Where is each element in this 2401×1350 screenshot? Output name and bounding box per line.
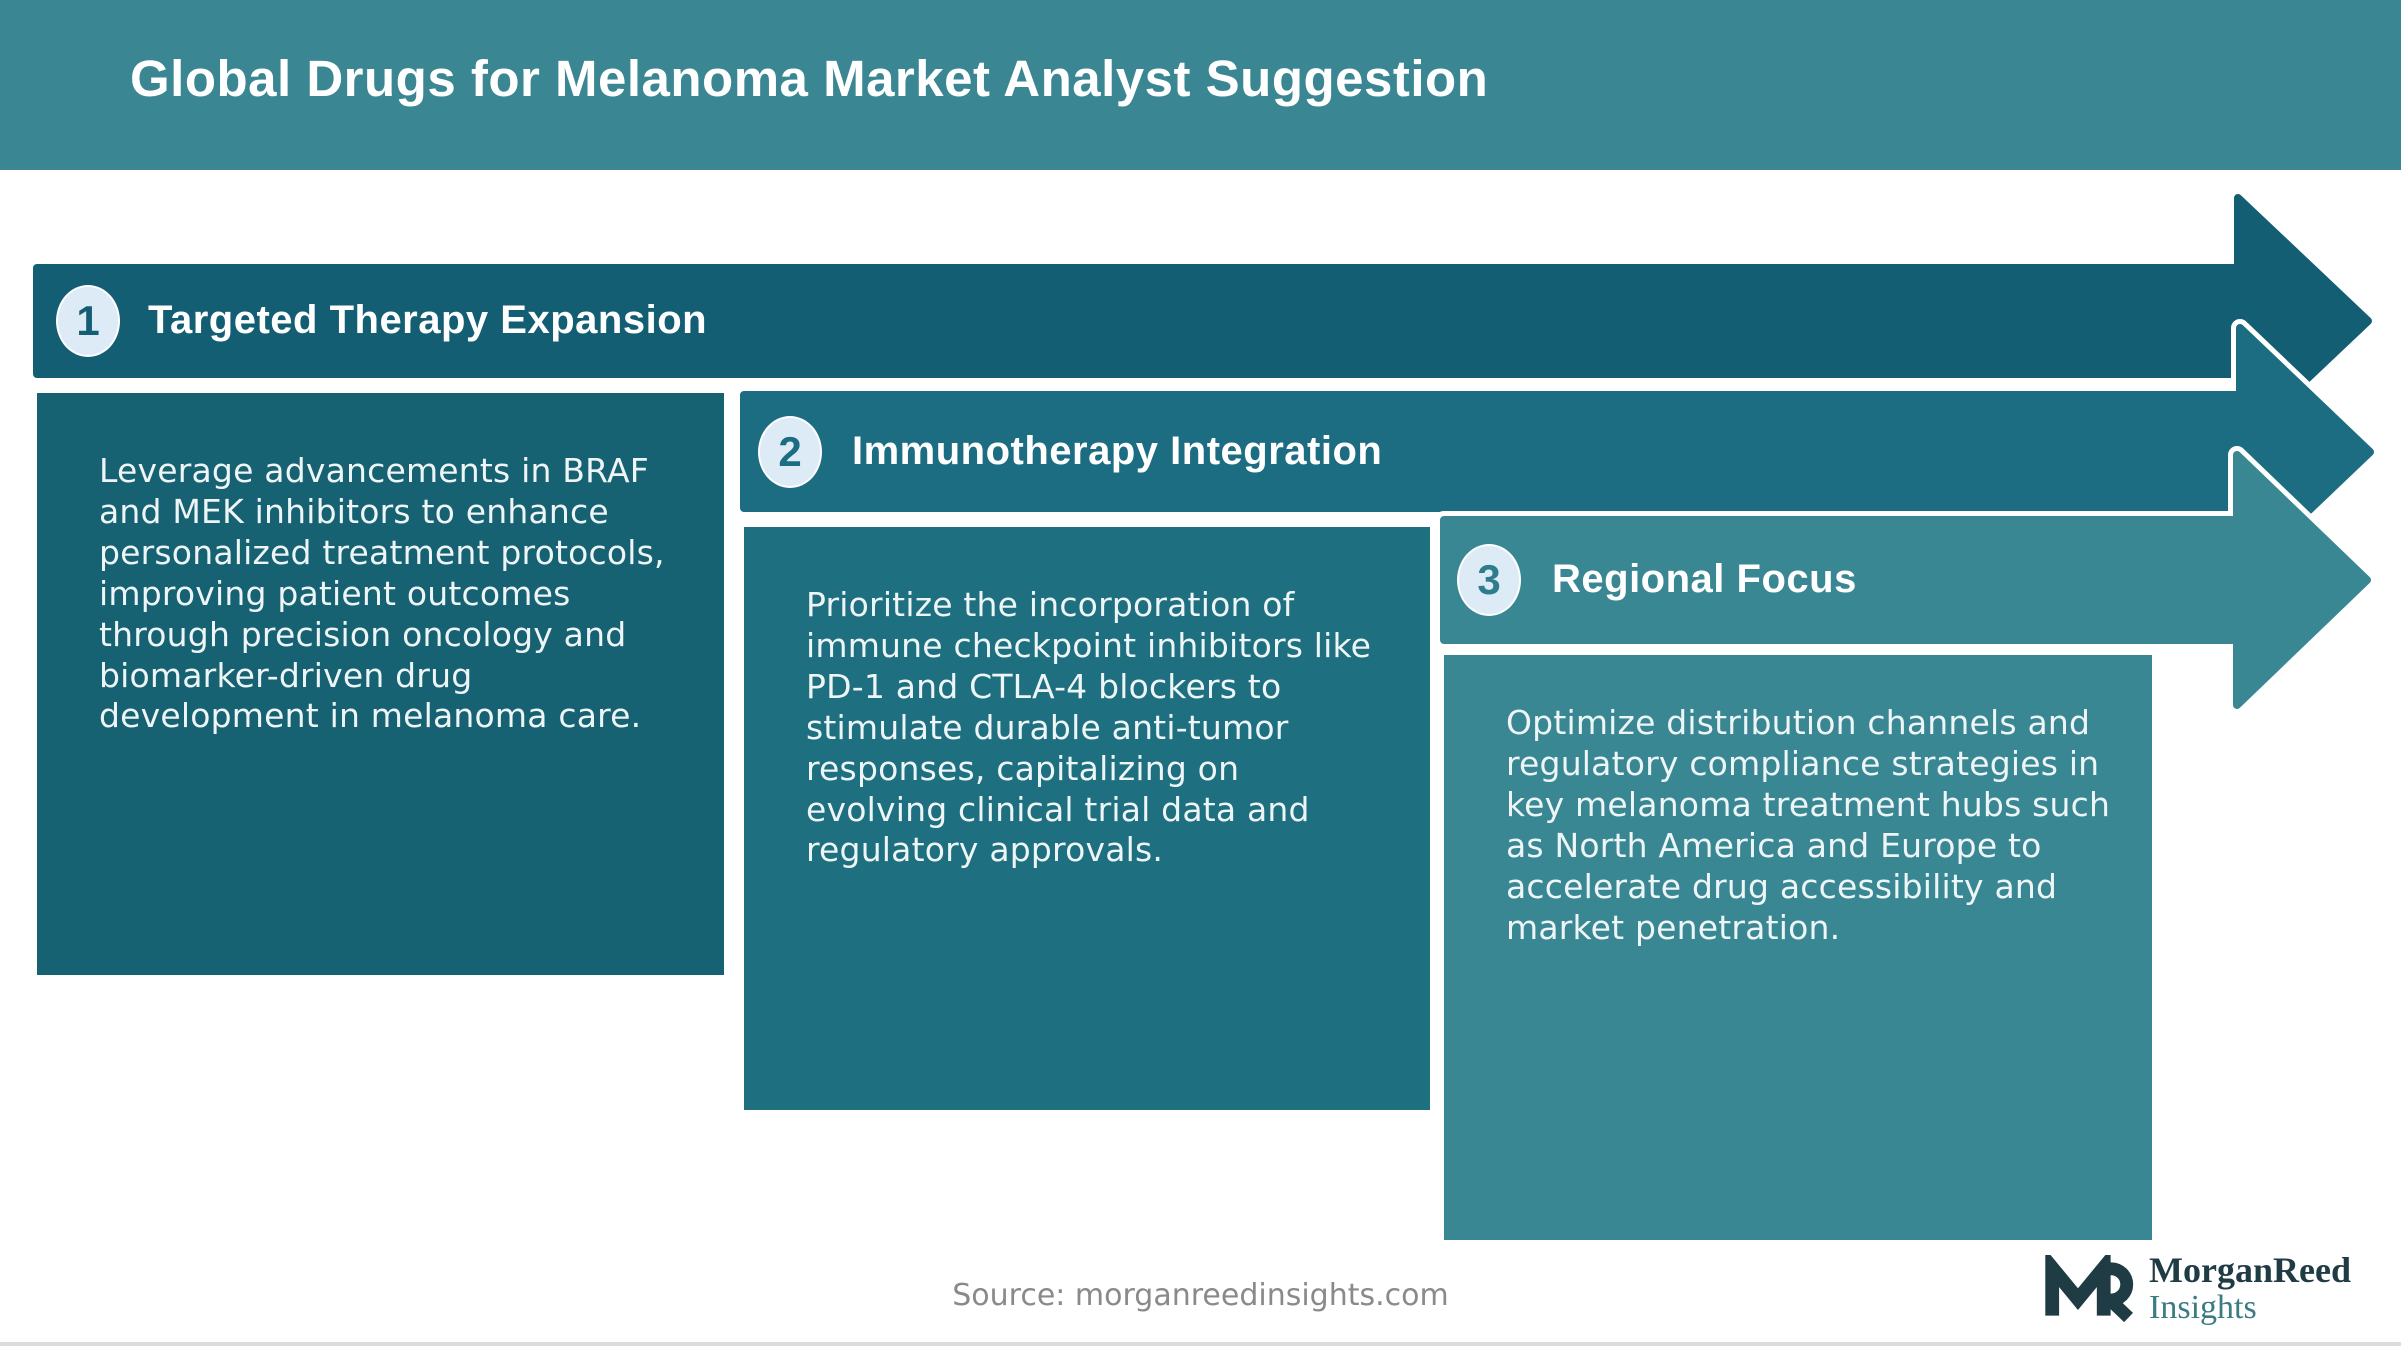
page-title: Global Drugs for Melanoma Market Analyst… <box>130 49 1489 107</box>
logo-company-name: MorganReed <box>2149 1250 2351 1290</box>
step-2-title: Immunotherapy Integration <box>852 429 1383 473</box>
morganreed-logo-mark-icon <box>2045 1254 2134 1322</box>
step-3-number-badge: 3 <box>1457 544 1521 616</box>
step-2-number-badge: 2 <box>758 416 822 488</box>
header-bar: Global Drugs for Melanoma Market Analyst… <box>0 0 2401 170</box>
morganreed-logo-text: MorganReed Insights <box>2149 1250 2351 1326</box>
step-3-title: Regional Focus <box>1552 557 1857 601</box>
logo-tagline: Insights <box>2149 1288 2257 1326</box>
step-1-description-panel: Leverage advancements in BRAF and MEK in… <box>37 393 724 975</box>
bottom-divider <box>0 1342 2401 1346</box>
arrow-shape-3 <box>1440 451 2371 709</box>
source-attribution: Source: morganreedinsights.com <box>952 1278 1449 1313</box>
step-2-description-panel: Prioritize the incorporation of immune c… <box>744 527 1430 1110</box>
arrow-step-3 <box>1435 446 2376 714</box>
step-1-number-badge: 1 <box>56 285 120 357</box>
step-1-title: Targeted Therapy Expansion <box>148 298 708 342</box>
step-3-description-panel: Optimize distribution channels and regul… <box>1444 655 2152 1240</box>
morganreed-logo: MorganReed Insights <box>2043 1250 2351 1326</box>
